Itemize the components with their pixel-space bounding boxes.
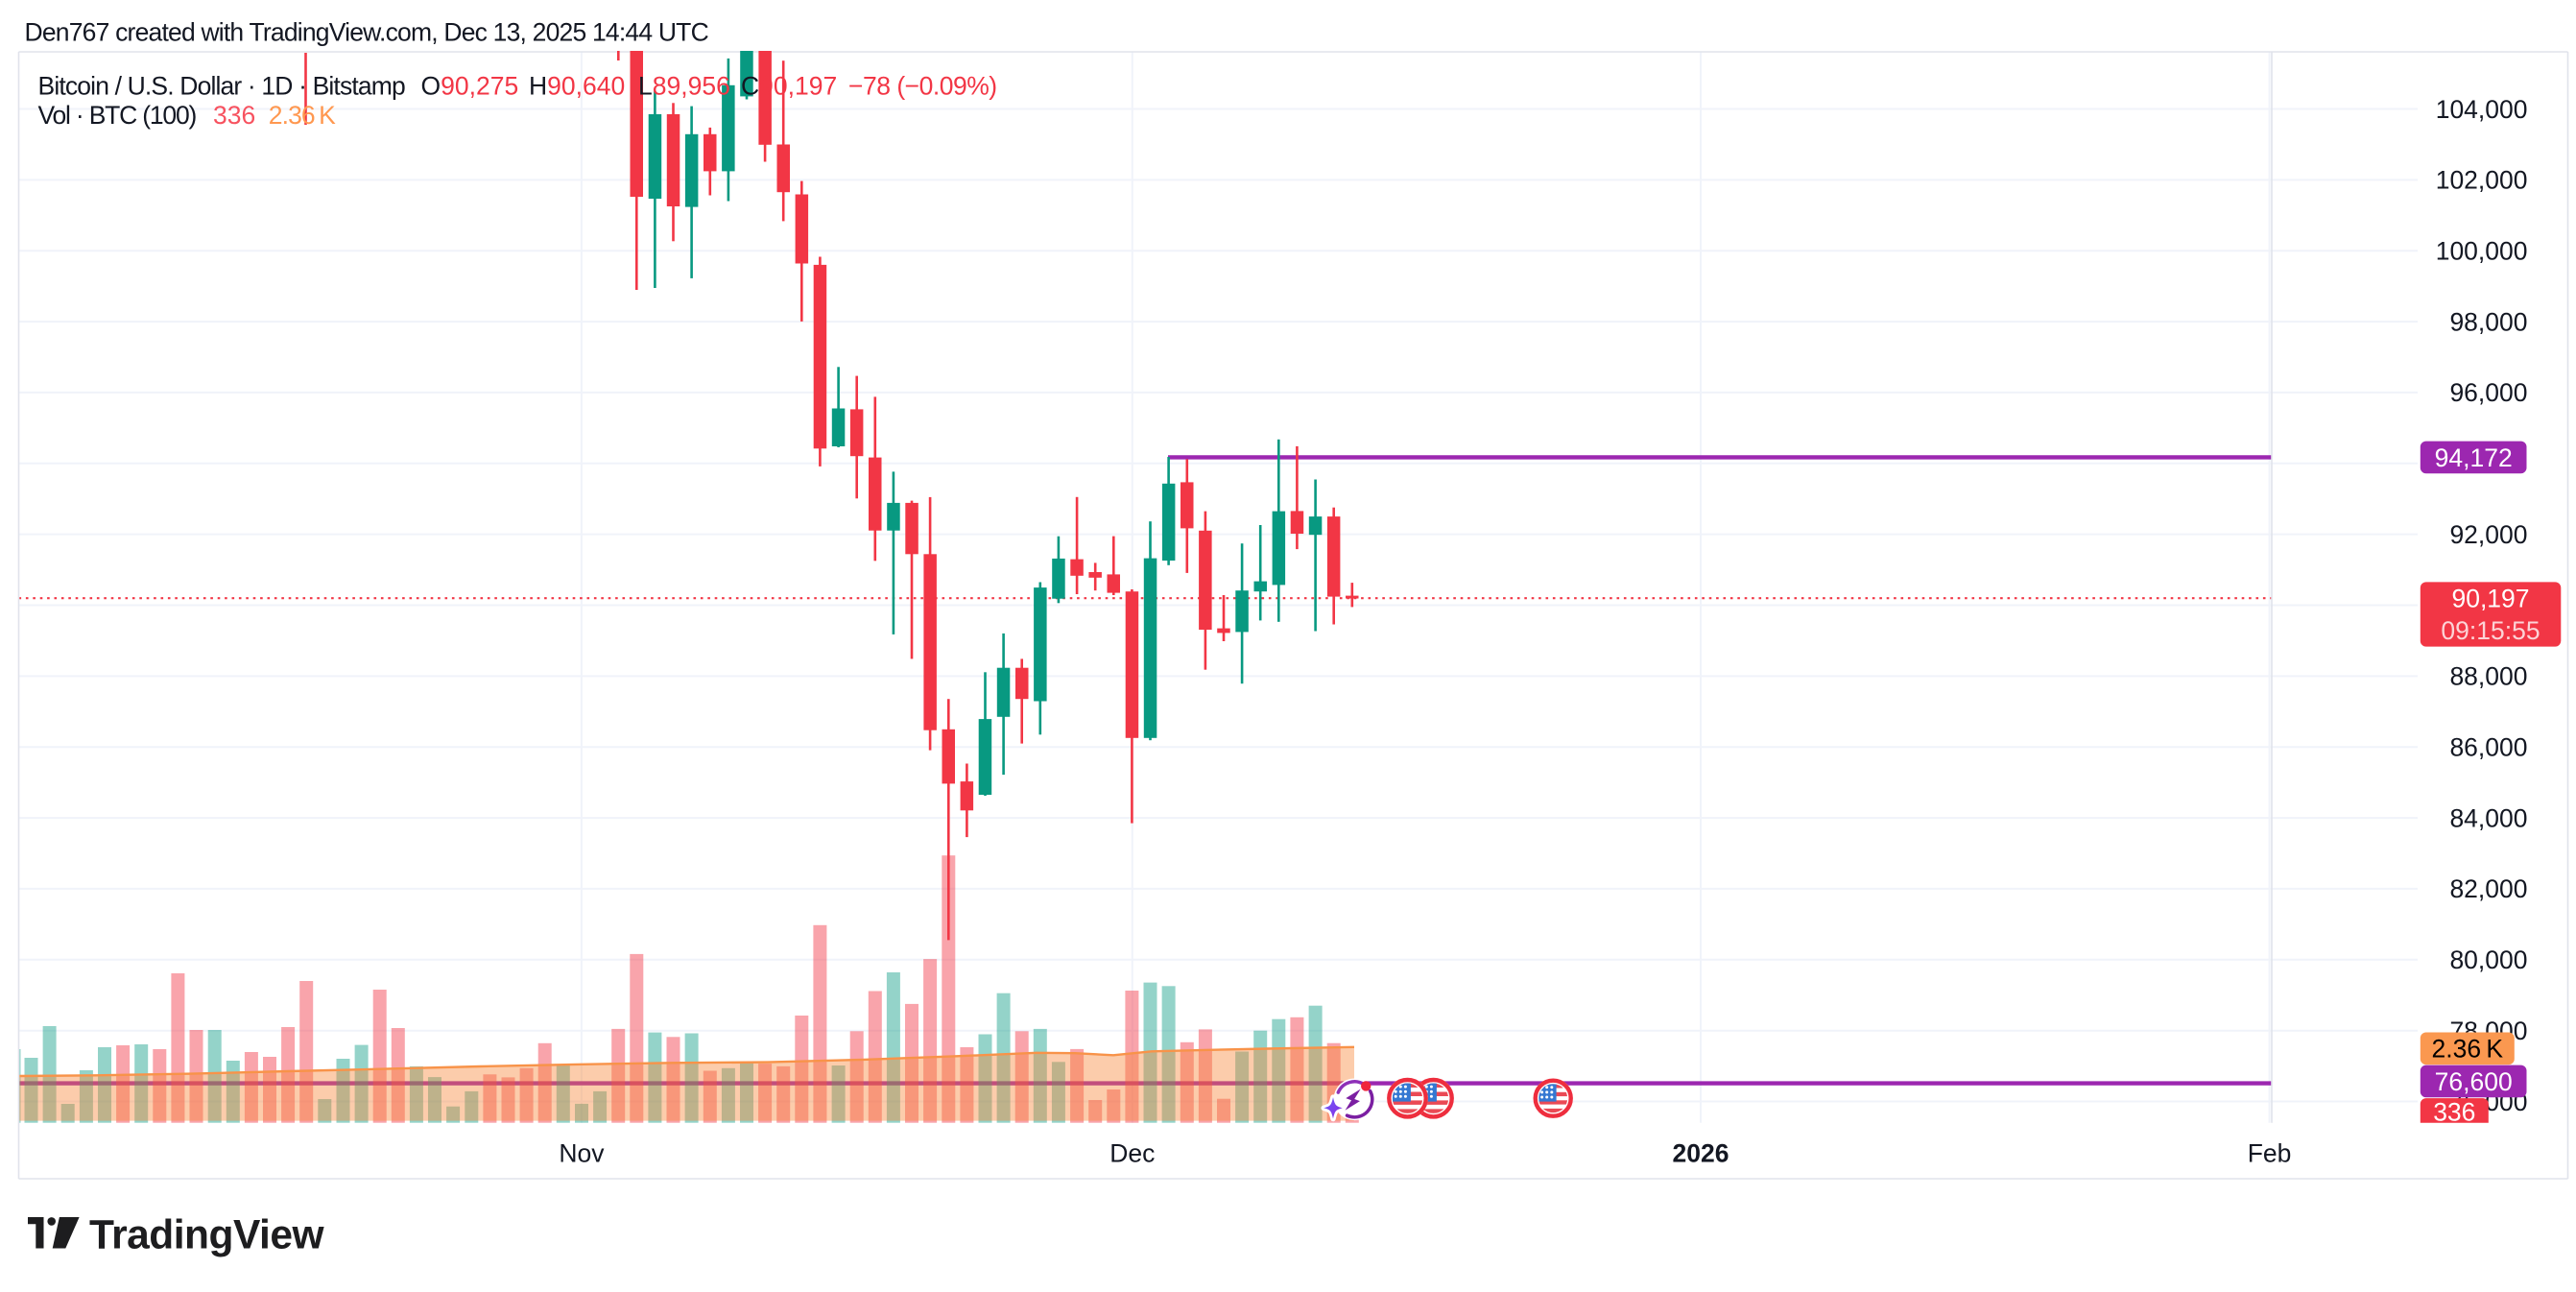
svg-text:Feb: Feb: [2248, 1139, 2292, 1168]
svg-text:2.36 K: 2.36 K: [2432, 1035, 2504, 1064]
svg-text:86,000: 86,000: [2449, 733, 2527, 762]
svg-text:90,197: 90,197: [2451, 585, 2529, 613]
svg-text:2026: 2026: [1673, 1139, 1729, 1168]
svg-text:96,000: 96,000: [2449, 378, 2527, 407]
svg-text:Nov: Nov: [559, 1139, 605, 1168]
svg-text:80,000: 80,000: [2449, 945, 2527, 974]
svg-text:TradingView: TradingView: [89, 1212, 325, 1257]
svg-text:336: 336: [2433, 1098, 2475, 1127]
svg-text:94,172: 94,172: [2435, 443, 2513, 472]
svg-text:92,000: 92,000: [2449, 520, 2527, 549]
svg-text:82,000: 82,000: [2449, 874, 2527, 903]
svg-text:102,000: 102,000: [2436, 166, 2528, 195]
svg-text:100,000: 100,000: [2436, 237, 2528, 266]
svg-text:09:15:55: 09:15:55: [2441, 616, 2540, 645]
svg-text:76,600: 76,600: [2435, 1067, 2513, 1096]
svg-text:Bitcoin / U.S. Dollar · 1D · B: Bitcoin / U.S. Dollar · 1D · Bitstamp O90…: [38, 72, 997, 101]
svg-text:98,000: 98,000: [2449, 307, 2527, 336]
svg-text:84,000: 84,000: [2449, 803, 2527, 832]
svg-text:Dec: Dec: [1109, 1139, 1155, 1168]
svg-text:Den767 created with TradingVie: Den767 created with TradingView.com, Dec…: [25, 18, 709, 47]
svg-text:88,000: 88,000: [2449, 662, 2527, 691]
svg-text:104,000: 104,000: [2436, 95, 2528, 124]
